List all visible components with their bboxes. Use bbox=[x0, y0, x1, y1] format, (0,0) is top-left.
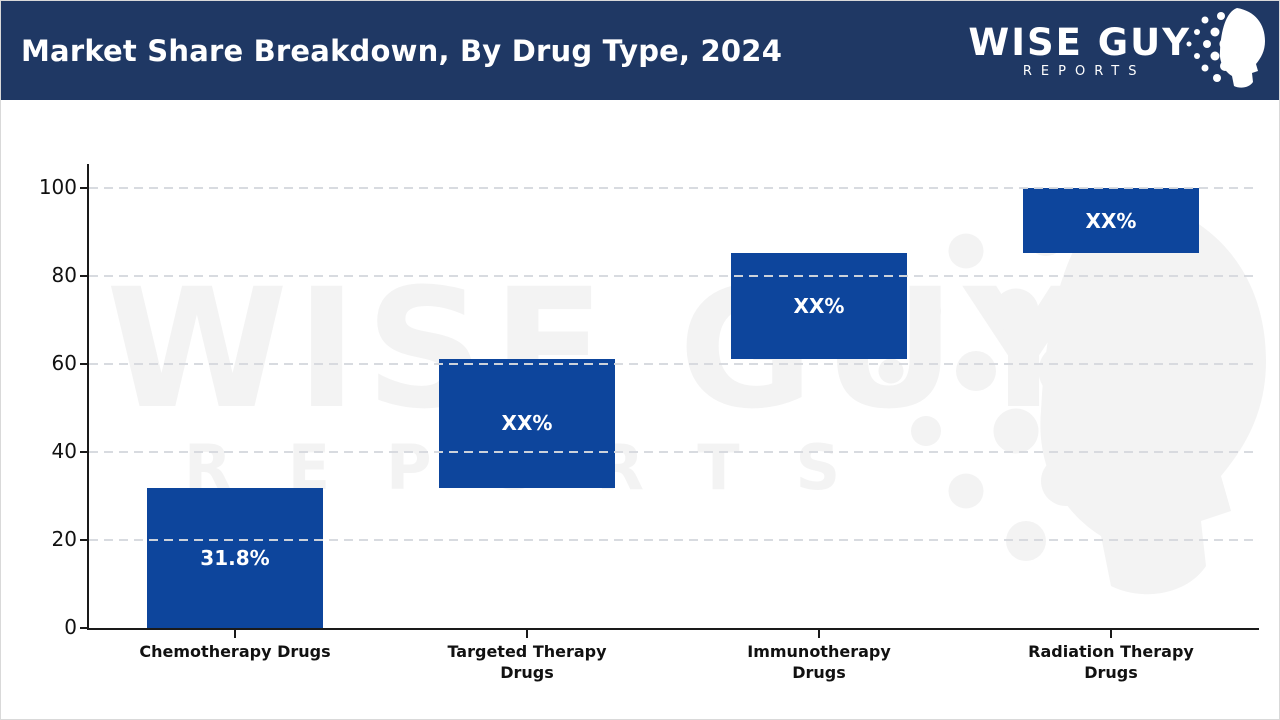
y-tick-label: 0 bbox=[64, 615, 77, 639]
x-tick-mark bbox=[234, 630, 236, 638]
gridline bbox=[89, 275, 1257, 277]
bar: XX% bbox=[439, 358, 615, 489]
bar: XX% bbox=[731, 253, 907, 359]
bar: 31.8% bbox=[147, 488, 323, 628]
y-tick-mark bbox=[80, 187, 88, 189]
y-tick-mark bbox=[80, 363, 88, 365]
x-tick-mark bbox=[526, 630, 528, 638]
wiseguy-logo-name: WISE GUY bbox=[968, 20, 1191, 64]
wiseguy-logo: WISE GUY REPORTS bbox=[968, 6, 1267, 96]
y-tick-label: 100 bbox=[38, 175, 77, 199]
y-tick-mark bbox=[80, 627, 88, 629]
header-bar: Market Share Breakdown, By Drug Type, 20… bbox=[1, 1, 1279, 100]
y-tick-label: 80 bbox=[51, 263, 77, 287]
page-title: Market Share Breakdown, By Drug Type, 20… bbox=[21, 33, 783, 68]
y-tick-label: 60 bbox=[51, 351, 77, 375]
gridline bbox=[89, 187, 1257, 189]
wiseguy-logo-subtitle: REPORTS bbox=[1022, 63, 1146, 79]
y-tick-label: 20 bbox=[51, 527, 77, 551]
bar-value-label: XX% bbox=[501, 411, 553, 436]
x-category-label: Targeted Therapy Drugs bbox=[447, 642, 607, 682]
x-tick-mark bbox=[818, 630, 820, 638]
bar-value-label: 31.8% bbox=[200, 546, 270, 571]
y-tick-mark bbox=[80, 539, 88, 541]
x-category-label: Immunotherapy Drugs bbox=[747, 642, 891, 682]
gridline bbox=[89, 451, 1257, 453]
wiseguy-face-icon bbox=[1186, 7, 1265, 88]
y-tick-mark bbox=[80, 451, 88, 453]
gridline bbox=[89, 539, 1257, 541]
bar-value-label: XX% bbox=[793, 293, 845, 318]
y-tick-mark bbox=[80, 275, 88, 277]
wiseguy-logo-text: WISE GUY REPORTS bbox=[968, 24, 1191, 78]
x-category-label: Radiation Therapy Drugs bbox=[1028, 642, 1194, 682]
y-axis-line bbox=[87, 164, 89, 630]
y-tick-label: 40 bbox=[51, 439, 77, 463]
x-axis-line bbox=[87, 628, 1259, 630]
x-category-label: Chemotherapy Drugs bbox=[139, 642, 331, 661]
x-tick-mark bbox=[1110, 630, 1112, 638]
gridline bbox=[89, 363, 1257, 365]
